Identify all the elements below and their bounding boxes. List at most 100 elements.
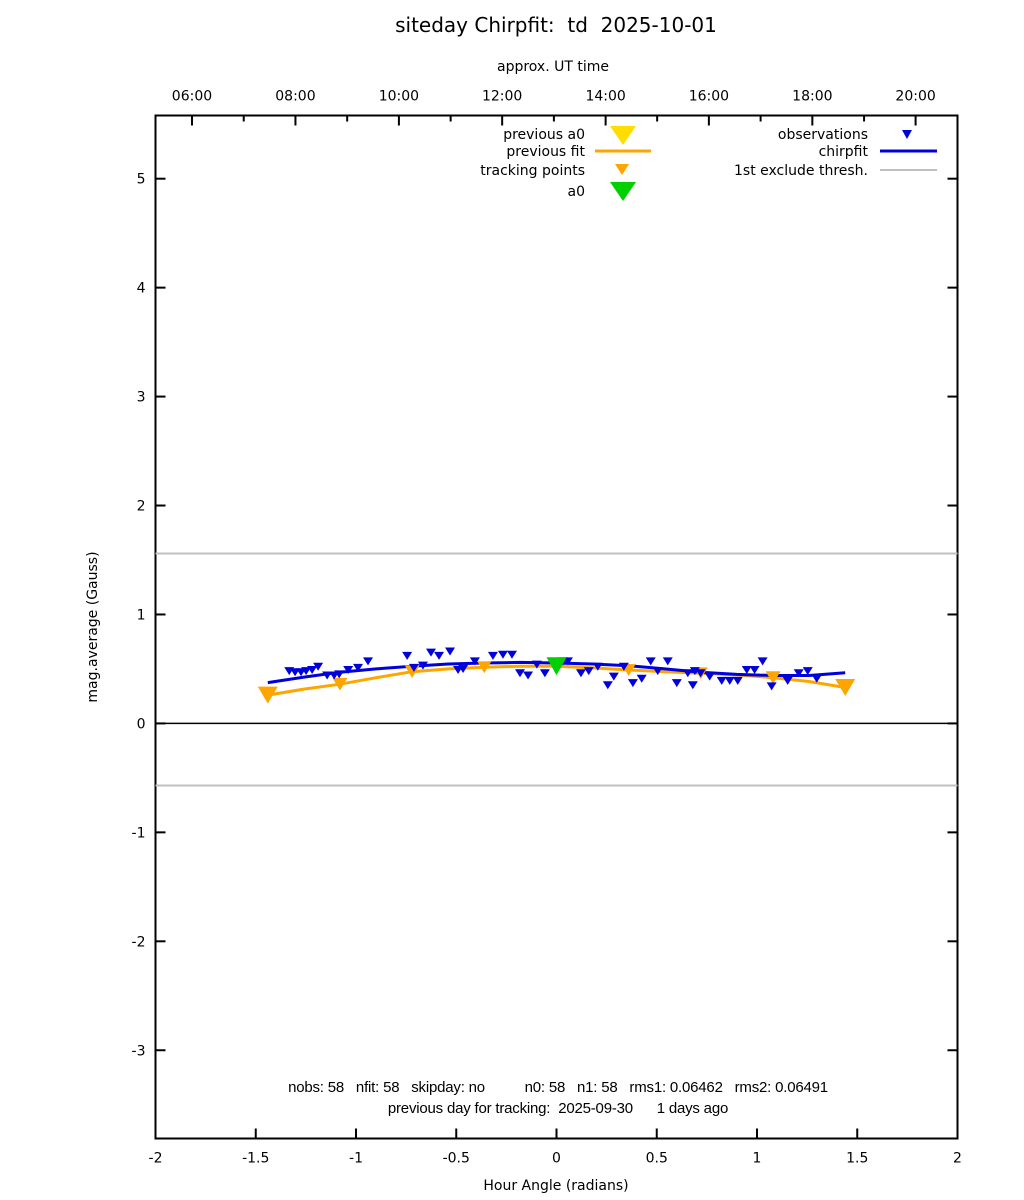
tracking-day-line: previous day for tracking: 2025-09-30 1 …	[388, 1100, 728, 1117]
x-tick-label: 1.5	[846, 1151, 868, 1167]
observation-point	[531, 660, 542, 669]
top-tick-label: 18:00	[792, 89, 832, 105]
y-tick-label: -2	[132, 934, 146, 950]
observation-point	[301, 667, 312, 676]
x-tick-label: 0	[552, 1151, 561, 1167]
axis-tick-labels: 5 4 3 2 1 0 -1 -2 -3 -2 -1.5 -1 -0.5 0 0.5 1 1.5 2 06:00 08…	[132, 89, 962, 1167]
y-tick-label: 0	[137, 716, 146, 732]
observation-point	[757, 657, 768, 666]
observation-point	[724, 676, 735, 685]
observation-point	[515, 669, 526, 678]
observation-point	[811, 674, 822, 683]
legend-label-tracking-points: tracking points	[480, 163, 585, 179]
legend-label-observations: observations	[778, 127, 868, 143]
x-axis-title: Hour Angle (radians)	[483, 1178, 628, 1194]
observation-point	[662, 657, 673, 666]
tracking-point	[332, 677, 348, 691]
x-tick-label: 2	[953, 1151, 962, 1167]
observation-point	[408, 663, 419, 672]
observation-point	[687, 681, 698, 690]
observation-point	[793, 669, 804, 678]
top-tick-label: 06:00	[172, 89, 212, 105]
observation-point	[425, 648, 436, 657]
y-tick-label: -1	[132, 825, 146, 841]
observation-point	[782, 676, 793, 685]
a0-marker-icon	[610, 182, 636, 201]
legend-label-a0: a0	[568, 184, 586, 200]
observation-point	[618, 662, 629, 671]
observation-point	[353, 663, 364, 672]
observation-point	[741, 666, 752, 675]
x-tick-label: -1.5	[242, 1151, 269, 1167]
tracking-point	[257, 686, 278, 704]
top-tick-label: 12:00	[482, 89, 522, 105]
fit-stats-line: nobs: 58 nfit: 58 skipday: no n0: 58 n1:…	[288, 1079, 828, 1096]
observation-point	[434, 651, 445, 660]
tracking-point	[835, 678, 856, 696]
axis-ticks	[154, 115, 959, 1139]
top-axis-title: approx. UT time	[497, 59, 609, 75]
observation-point	[592, 662, 603, 671]
top-tick-label: 10:00	[379, 89, 419, 105]
legend-label-previous-a0: previous a0	[503, 127, 585, 143]
observation-point	[307, 666, 318, 675]
observation-point	[716, 676, 727, 685]
observation-point	[487, 651, 498, 660]
observations-marker-icon	[902, 130, 912, 139]
tracking-points-marker-icon	[615, 164, 629, 175]
x-tick-label: 1	[753, 1151, 762, 1167]
top-tick-label: 20:00	[895, 89, 935, 105]
observation-point	[343, 666, 354, 675]
observation-point	[636, 674, 647, 683]
observation-point	[689, 667, 700, 676]
tracking-point	[765, 671, 781, 685]
observation-point	[671, 679, 682, 688]
legend-label-previous-fit: previous fit	[506, 144, 585, 160]
observation-point	[732, 676, 743, 685]
observation-point	[497, 650, 508, 659]
observation-point	[682, 669, 693, 678]
observation-point	[627, 679, 638, 688]
observation-point	[695, 669, 706, 678]
tracking-point	[477, 661, 492, 674]
observation-point	[523, 671, 534, 680]
x-tick-label: -1	[349, 1151, 363, 1167]
observation-point	[402, 651, 413, 660]
legend: previous a0 previous fit tracking points…	[480, 126, 937, 201]
observation-point	[608, 672, 619, 681]
y-tick-label: 2	[137, 499, 146, 515]
observation-point	[322, 671, 333, 680]
observation-point	[445, 647, 456, 656]
legend-label-chirpfit: chirpfit	[819, 144, 869, 160]
observation-points	[284, 647, 822, 691]
observation-point	[704, 672, 715, 681]
a0-point	[546, 657, 567, 676]
observation-point	[749, 666, 760, 675]
top-tick-label: 14:00	[585, 89, 625, 105]
observation-point	[539, 669, 550, 678]
legend-label-exclude-thresh: 1st exclude thresh.	[734, 163, 868, 179]
chart-title: siteday Chirpfit: td 2025-10-01	[395, 13, 717, 37]
a0-point-marker	[546, 657, 567, 676]
plot-border	[154, 114, 959, 1140]
observation-point	[575, 669, 586, 678]
observation-point	[313, 662, 324, 671]
y-tick-label: -3	[132, 1043, 146, 1059]
y-tick-label: 1	[137, 607, 146, 623]
x-tick-label: -2	[149, 1151, 163, 1167]
y-tick-label: 4	[137, 281, 146, 297]
observation-point	[602, 681, 613, 690]
x-tick-label: -0.5	[443, 1151, 470, 1167]
x-tick-label: 0.5	[646, 1151, 668, 1167]
observation-point	[652, 667, 663, 676]
y-axis-title: mag.average (Gauss)	[85, 551, 101, 702]
observation-point	[458, 664, 469, 673]
previous-a0-marker-icon	[610, 126, 636, 145]
observation-point	[562, 657, 573, 666]
y-tick-label: 3	[137, 390, 146, 406]
top-tick-label: 08:00	[275, 89, 315, 105]
observation-point	[469, 657, 480, 666]
observation-point	[334, 670, 345, 679]
